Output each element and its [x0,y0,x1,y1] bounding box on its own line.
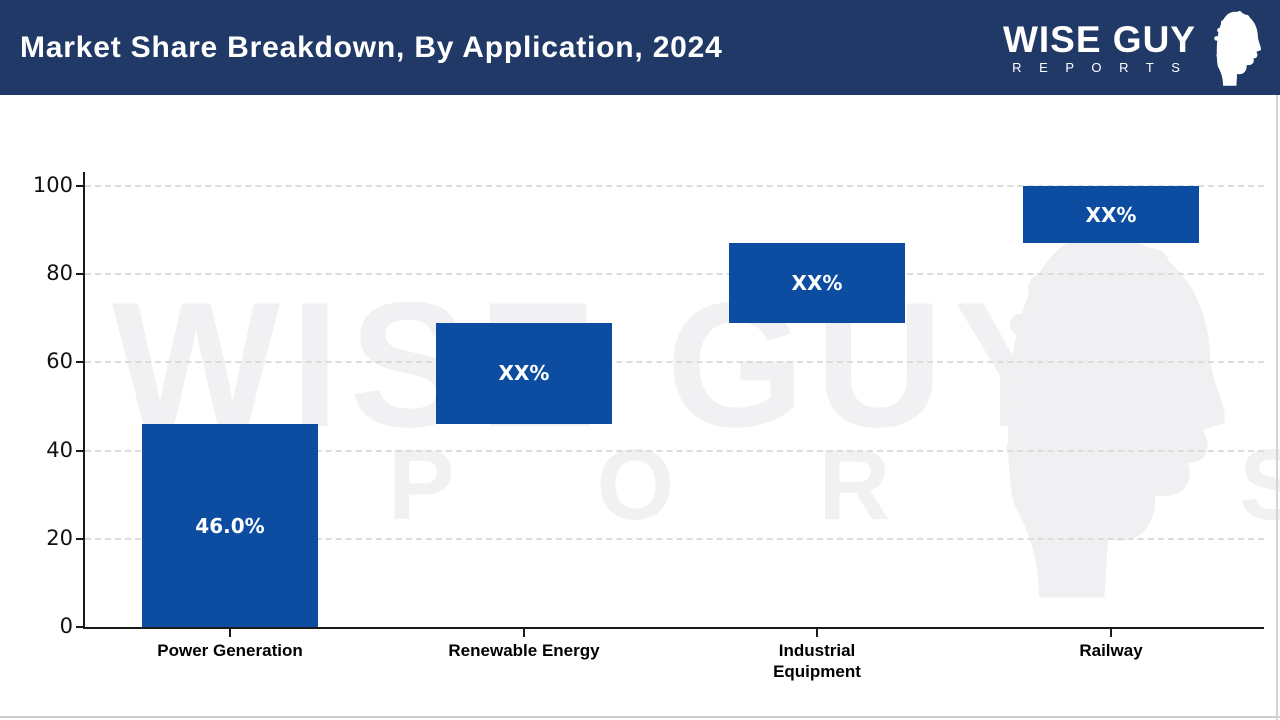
x-axis-category-label: Power Generation [157,641,303,660]
y-gridline [85,185,1264,187]
x-axis-tick-mark [1110,629,1112,637]
waterfall-bar-1: 46.0% [142,424,318,627]
y-axis-tick-mark [76,361,85,364]
y-gridline [85,361,1264,364]
y-gridline [85,537,1264,540]
y-axis-tick-label: 100 [32,173,73,197]
wiseguy-logo: WISE GUY R E P O R T S [1003,6,1266,90]
x-axis-category-label: Industrial Equipment [773,641,861,681]
y-axis-tick-label: 40 [46,437,73,462]
bar-value-label: XX% [498,361,550,386]
x-axis-tick-mark [229,629,231,637]
y-axis-tick-label: 20 [46,525,73,550]
page-title: Market Share Breakdown, By Application, … [20,30,723,64]
x-axis-line [83,627,1264,629]
bar-value-label: 46.0% [195,513,265,538]
x-axis-tick-mark [816,629,818,637]
wiseguy-logo-text: WISE GUY R E P O R T S [1003,21,1196,74]
y-axis-tick-mark [76,626,85,628]
logo-subtitle: R E P O R T S [1012,60,1187,75]
bar-value-label: XX% [1085,202,1137,227]
y-axis-tick-label: 60 [46,349,73,374]
logo-wordmark: WISE GUY [1002,19,1196,60]
header-bar: Market Share Breakdown, By Application, … [0,0,1280,95]
y-axis-tick-mark [76,185,85,187]
y-axis-tick-mark [76,449,85,452]
y-axis-tick-label: 80 [46,261,73,286]
x-axis-category-label: Renewable Energy [448,641,600,660]
wiseguy-head-icon [1214,10,1261,86]
waterfall-bar-4: XX% [1023,186,1199,244]
y-axis-tick-mark [76,537,85,540]
y-gridline [85,449,1264,452]
x-axis-category-label: Railway [1079,641,1143,660]
waterfall-bar-3: XX% [729,243,905,323]
y-axis-tick-mark [76,273,85,276]
y-gridline [85,273,1264,276]
waterfall-bar-2: XX% [436,322,612,425]
x-axis-tick-mark [523,629,525,637]
y-axis-tick-label: 0 [59,614,73,638]
page-bottom-border [0,716,1280,718]
y-axis-line [83,172,85,629]
watermark-head-icon [995,230,1225,598]
bar-value-label: XX% [791,271,843,296]
page-right-border [1276,95,1278,720]
